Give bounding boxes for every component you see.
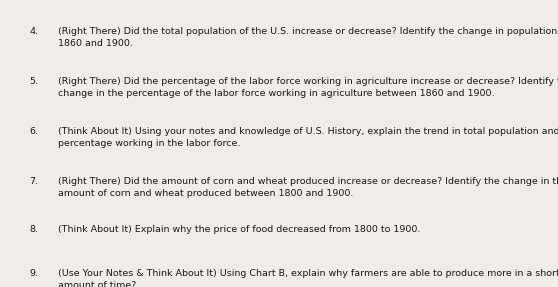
Text: (Think About It) Using your notes and knowledge of U.S. History, explain the tre: (Think About It) Using your notes and kn… bbox=[58, 127, 558, 148]
Text: 6.: 6. bbox=[29, 127, 38, 136]
Text: 7.: 7. bbox=[29, 177, 38, 186]
Text: (Think About It) Explain why the price of food decreased from 1800 to 1900.: (Think About It) Explain why the price o… bbox=[58, 225, 420, 234]
Text: 4.: 4. bbox=[29, 27, 38, 36]
Text: 5.: 5. bbox=[29, 77, 38, 86]
Text: (Use Your Notes & Think About It) Using Chart B, explain why farmers are able to: (Use Your Notes & Think About It) Using … bbox=[58, 269, 558, 287]
Text: (Right There) Did the amount of corn and wheat produced increase or decrease? Id: (Right There) Did the amount of corn and… bbox=[58, 177, 558, 198]
Text: 8.: 8. bbox=[29, 225, 38, 234]
Text: (Right There) Did the total population of the U.S. increase or decrease? Identif: (Right There) Did the total population o… bbox=[58, 27, 558, 48]
Text: (Right There) Did the percentage of the labor force working in agriculture incre: (Right There) Did the percentage of the … bbox=[58, 77, 558, 98]
Text: 9.: 9. bbox=[29, 269, 38, 278]
